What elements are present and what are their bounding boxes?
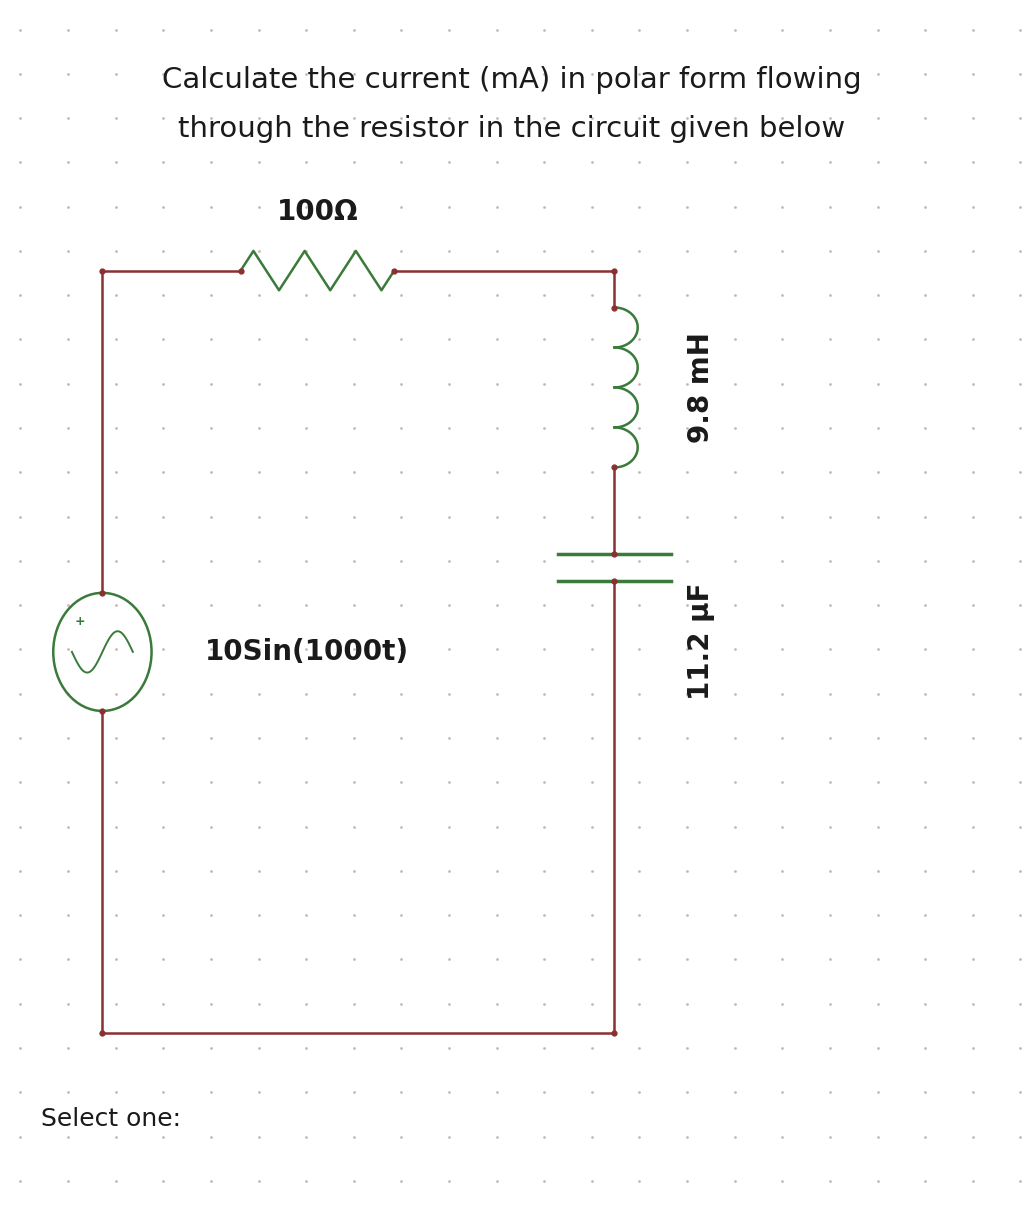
Text: 100Ω: 100Ω [276,198,358,225]
Text: through the resistor in the circuit given below: through the resistor in the circuit give… [178,116,846,143]
Text: Calculate the current (mA) in polar form flowing: Calculate the current (mA) in polar form… [162,66,862,93]
Text: Select one:: Select one: [41,1107,181,1132]
Text: 11.2 μF: 11.2 μF [687,582,716,700]
Text: +: + [75,615,86,627]
Text: 9.8 mH: 9.8 mH [687,332,716,443]
Text: 10Sin(1000t): 10Sin(1000t) [205,638,409,665]
